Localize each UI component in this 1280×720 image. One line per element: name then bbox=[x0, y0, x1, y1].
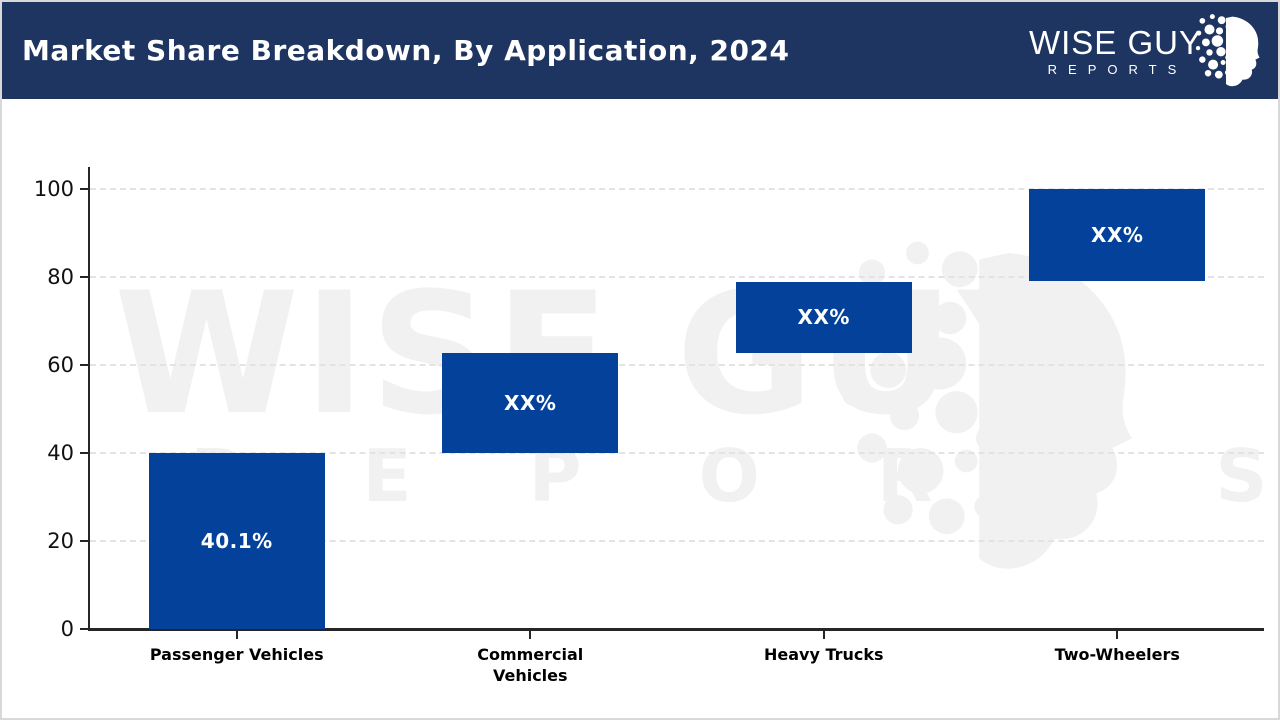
x-tick-mark bbox=[529, 631, 532, 639]
bar-value-label: XX% bbox=[797, 305, 850, 330]
plot-area: 0 20 40 60 80 100 40.1% Passenger Vehicles XX% Co… bbox=[34, 167, 1264, 685]
logo-text: WISE GUY REPORTS bbox=[1029, 26, 1202, 77]
gridline-y-100 bbox=[90, 188, 1264, 190]
gridline-y-40 bbox=[90, 452, 1264, 454]
gridline-y-80 bbox=[90, 276, 1264, 278]
gridline-y-60 bbox=[90, 364, 1264, 366]
y-tick-mark-40 bbox=[80, 452, 88, 454]
bar-value-label: XX% bbox=[1091, 222, 1144, 247]
y-tick-mark-0 bbox=[80, 628, 88, 630]
bar-segment: XX% bbox=[735, 281, 912, 354]
x-category-label: Heavy Trucks bbox=[763, 645, 884, 664]
y-tick-label-0: 0 bbox=[60, 617, 74, 641]
bar-value-label: 40.1% bbox=[200, 528, 273, 553]
gridline-y-20 bbox=[90, 540, 1264, 542]
x-tick-mark bbox=[822, 631, 825, 639]
bar-segment: XX% bbox=[1029, 189, 1206, 281]
x-category-label: Passenger Vehicles bbox=[149, 645, 324, 664]
bar-segment: XX% bbox=[442, 353, 619, 453]
y-tick-mark-100 bbox=[80, 188, 88, 190]
y-tick-label-40: 40 bbox=[47, 441, 74, 465]
x-category-label: Two-Wheelers bbox=[1054, 645, 1180, 664]
y-tick-label-20: 20 bbox=[47, 529, 74, 553]
y-tick-mark-60 bbox=[80, 364, 88, 366]
bar-value-label: XX% bbox=[504, 390, 557, 415]
x-category-label: Commercial Vehicles bbox=[477, 645, 584, 685]
logo-head-icon bbox=[1195, 14, 1260, 87]
y-tick-label-80: 80 bbox=[47, 265, 74, 289]
logo-name: WISE GUY bbox=[1028, 23, 1202, 61]
logo-subname: REPORTS bbox=[1047, 61, 1188, 77]
y-tick-mark-20 bbox=[80, 540, 88, 542]
y-tick-label-60: 60 bbox=[47, 353, 74, 377]
wise-guy-reports-logo: WISE GUY REPORTS bbox=[1029, 6, 1274, 96]
y-axis-line bbox=[88, 167, 90, 629]
page-title: Market Share Breakdown, By Application, … bbox=[22, 34, 790, 67]
y-tick-mark-80 bbox=[80, 276, 88, 278]
x-axis-line bbox=[88, 628, 1264, 631]
bar-segment: 40.1% bbox=[148, 452, 325, 629]
x-tick-mark bbox=[1116, 631, 1119, 639]
x-tick-mark bbox=[235, 631, 238, 639]
y-tick-label-100: 100 bbox=[33, 177, 74, 201]
header-bar: Market Share Breakdown, By Application, … bbox=[2, 2, 1278, 99]
